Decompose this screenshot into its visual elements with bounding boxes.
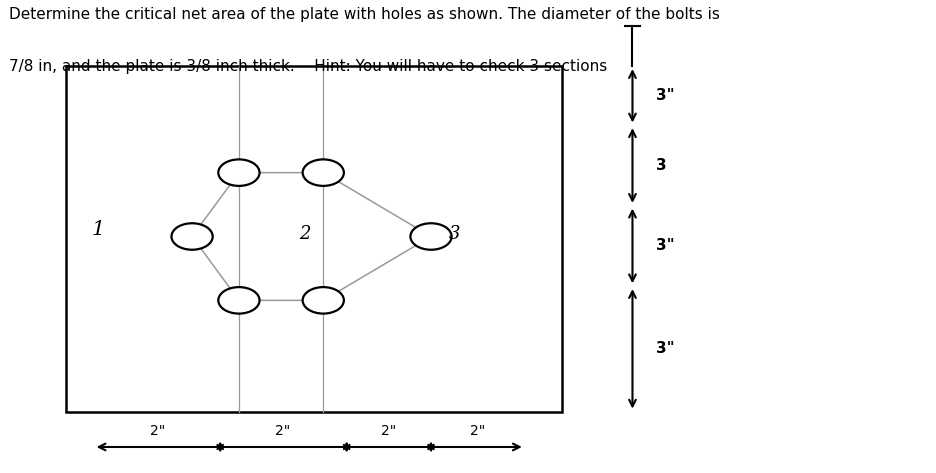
Text: 3": 3" xyxy=(655,88,674,103)
Text: 1: 1 xyxy=(92,220,105,239)
Text: 3": 3" xyxy=(655,342,674,356)
Text: 2": 2" xyxy=(150,423,165,438)
Bar xyxy=(66,66,562,412)
Text: 2": 2" xyxy=(275,423,290,438)
Ellipse shape xyxy=(171,223,212,250)
Ellipse shape xyxy=(302,287,344,314)
Ellipse shape xyxy=(218,287,259,314)
Text: 3: 3 xyxy=(655,158,665,173)
Text: 7/8 in, and the plate is 3/8 inch thick.    Hint: You will have to check 3 secti: 7/8 in, and the plate is 3/8 inch thick.… xyxy=(9,59,607,74)
Text: 3: 3 xyxy=(448,225,460,243)
Ellipse shape xyxy=(410,223,451,250)
Text: 3": 3" xyxy=(655,238,674,254)
Text: Determine the critical net area of the plate with holes as shown. The diameter o: Determine the critical net area of the p… xyxy=(9,7,720,22)
Text: 2: 2 xyxy=(299,225,310,243)
Text: 2": 2" xyxy=(381,423,396,438)
Ellipse shape xyxy=(218,159,259,186)
Ellipse shape xyxy=(302,159,344,186)
Text: 2": 2" xyxy=(470,423,485,438)
